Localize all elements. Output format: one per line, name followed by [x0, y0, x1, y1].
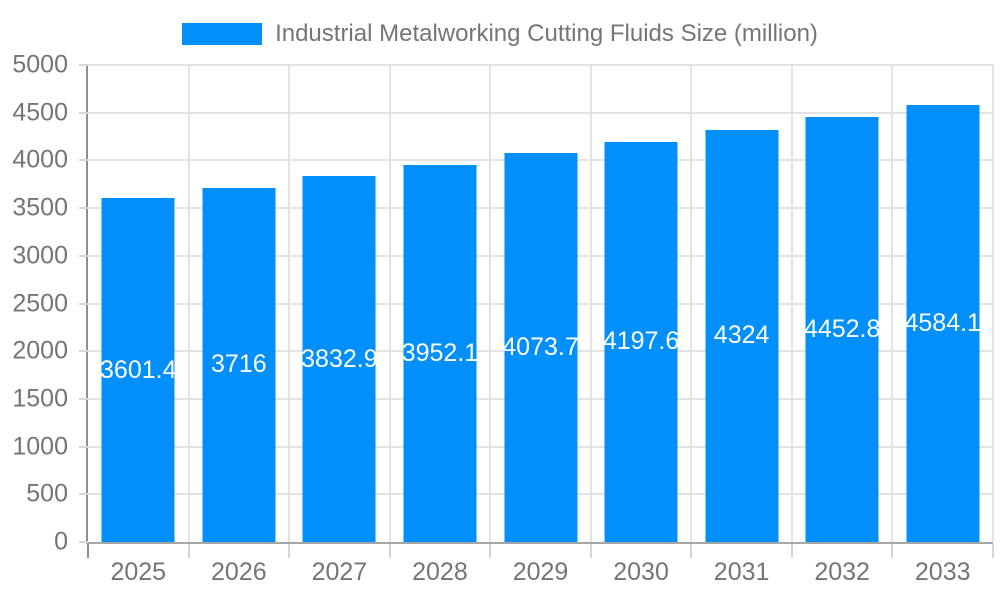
bar-value-label: 4452.8: [803, 315, 881, 344]
y-gridline: [88, 64, 993, 66]
x-axis-tick-label: 2030: [613, 558, 669, 586]
x-axis-tick-label: 2029: [512, 558, 569, 586]
bar-2032[interactable]: 4452.8: [803, 117, 881, 542]
x-gridline: [187, 65, 190, 542]
y-axis-tick-label: 2500: [12, 289, 68, 317]
y-axis-tick-label: 4000: [12, 145, 68, 174]
y-axis-tick-label: 2000: [12, 336, 68, 365]
x-axis-tick: [690, 544, 693, 558]
bar-value-label: 4073.7: [502, 333, 579, 362]
x-gridline: [388, 65, 391, 542]
bar-value-label: 4324: [713, 321, 770, 350]
x-axis-tick: [489, 544, 492, 558]
x-axis-tick: [388, 544, 391, 558]
y-gridline: [88, 111, 993, 114]
x-axis-tick: [790, 544, 793, 558]
bar-2028[interactable]: 3952.1: [401, 164, 479, 542]
bar-2027[interactable]: 3832.9: [301, 176, 378, 542]
legend[interactable]: Industrial Metalworking Cutting Fluids S…: [0, 20, 1000, 48]
x-axis-tick: [992, 544, 994, 558]
bar-value-label: 3601.4: [100, 355, 177, 384]
bar-2030[interactable]: 4197.6: [602, 141, 680, 542]
bar-2029[interactable]: 4073.7: [502, 153, 579, 542]
x-axis-tick-label: 2032: [814, 558, 870, 586]
x-axis-tick: [589, 544, 592, 558]
x-axis-tick-label: 2028: [412, 558, 468, 586]
x-gridline: [489, 65, 492, 542]
y-axis-tick: [79, 302, 88, 305]
y-axis-tick-label: 500: [26, 479, 68, 508]
x-axis-tick-label: 2025: [110, 558, 167, 586]
x-axis-tick-label: 2027: [311, 558, 368, 586]
x-axis-tick-label: 2033: [914, 558, 971, 586]
y-axis-tick: [79, 445, 88, 448]
legend-label: Industrial Metalworking Cutting Fluids S…: [275, 20, 818, 47]
y-axis-tick-label: 5000: [12, 50, 68, 79]
bar-value-label: 3716: [211, 350, 267, 379]
bar-2026[interactable]: 3716: [202, 187, 276, 542]
bar-2033[interactable]: 4584.1: [904, 104, 981, 542]
bar-value-label: 3832.9: [301, 344, 378, 373]
y-axis-tick: [79, 254, 88, 257]
x-gridline: [288, 65, 291, 542]
y-axis-tick: [79, 64, 88, 66]
y-axis-tick-label: 3000: [12, 241, 68, 270]
x-axis-tick-label: 2031: [713, 558, 770, 586]
plot-area: 3601.4 3716 3832.9 3952.1 4073.7 4197.6 4324 44…: [79, 64, 994, 558]
x-gridline: [891, 65, 894, 542]
y-axis-tick-label: 4500: [12, 98, 68, 127]
x-gridline: [992, 65, 994, 542]
y-axis-tick: [79, 493, 88, 496]
x-gridline: [690, 65, 693, 542]
y-axis-tick-label: 3500: [12, 193, 68, 222]
x-axis-tick-label: 2026: [211, 558, 267, 586]
y-axis-tick: [79, 207, 88, 210]
bar-2031[interactable]: 4324: [705, 129, 779, 542]
bar-value-label: 3952.1: [401, 338, 479, 367]
x-gridline: [790, 65, 793, 542]
y-axis-tick-label: 1000: [12, 432, 68, 461]
y-axis-tick: [79, 111, 88, 114]
legend-swatch-icon: [182, 23, 263, 45]
bar-value-label: 4584.1: [904, 308, 981, 337]
y-axis-tick: [79, 397, 88, 400]
y-axis-tick: [79, 541, 88, 543]
x-gridline: [589, 65, 592, 542]
bar-2025[interactable]: 3601.4: [100, 198, 177, 542]
x-axis-tick: [187, 544, 190, 558]
y-axis-labels: 0 500 1000 1500 2000 2500 3000 3500 4000 4500 5000: [0, 51, 76, 556]
x-axis-tick: [87, 544, 89, 558]
y-axis-tick: [79, 350, 88, 353]
x-axis-tick: [288, 544, 291, 558]
x-axis-labels: 2025 2026 2027 2028 2029 2030 2031 2032 2033: [88, 558, 993, 588]
x-axis-tick: [891, 544, 894, 558]
y-axis-tick-label: 1500: [12, 384, 68, 413]
y-axis-tick-label: 0: [54, 527, 68, 556]
y-axis-tick: [79, 159, 88, 162]
bar-value-label: 4197.6: [602, 327, 680, 356]
